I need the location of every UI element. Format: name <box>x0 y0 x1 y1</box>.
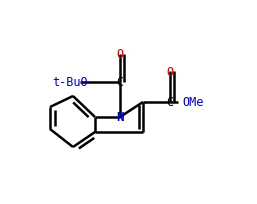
Text: C: C <box>116 76 124 89</box>
Text: OMe: OMe <box>182 96 203 109</box>
Text: C: C <box>167 96 173 109</box>
Text: O: O <box>167 65 173 78</box>
Text: t-BuO: t-BuO <box>52 76 88 89</box>
Text: N: N <box>116 111 124 124</box>
Text: O: O <box>116 48 124 61</box>
